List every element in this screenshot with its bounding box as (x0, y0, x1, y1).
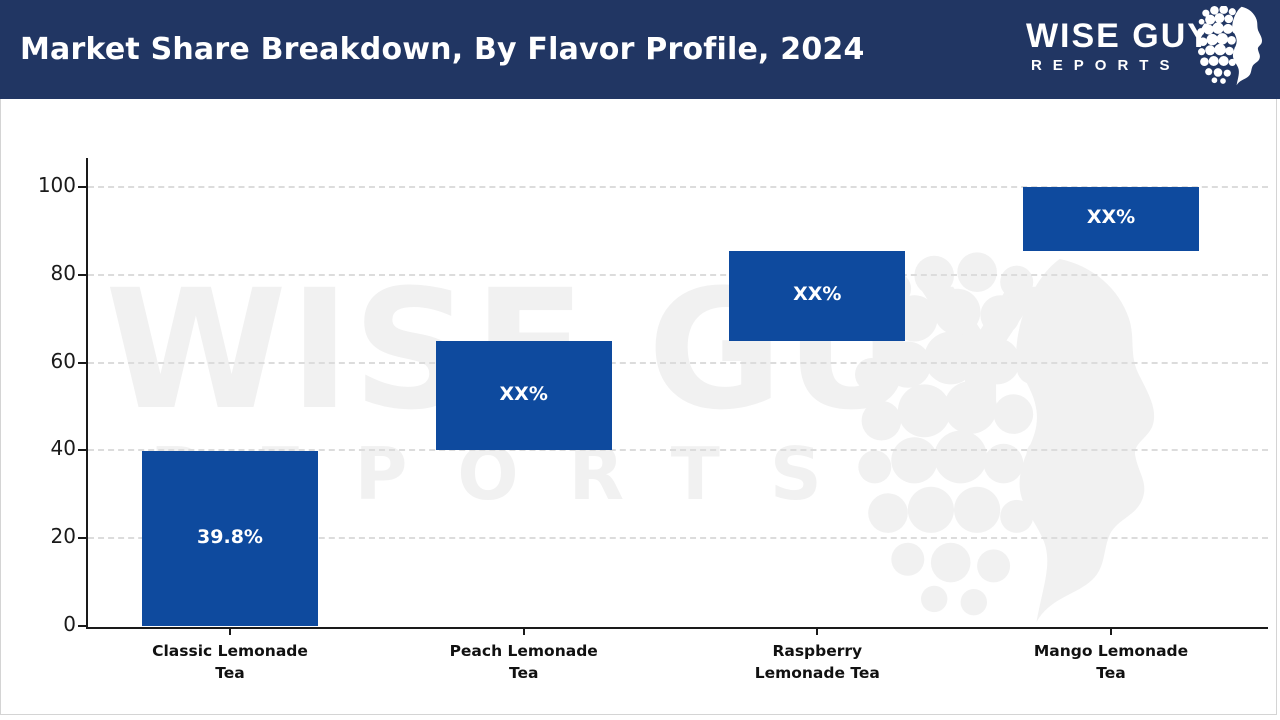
logo-face-icon (1196, 6, 1270, 86)
y-tick-80 (78, 273, 86, 276)
bar-label-raspberry-lemonade-tea: XX% (793, 282, 842, 305)
category-label-classic-lemonade-tea: Classic Lemonade Tea (152, 642, 308, 683)
page-title: Market Share Breakdown, By Flavor Profil… (20, 32, 865, 67)
y-tick-label-40: 40 (50, 436, 76, 461)
category-label-peach-lemonade-tea: Peach Lemonade Tea (449, 642, 598, 683)
y-tick-40 (78, 449, 86, 452)
logo-wordmark: WISE GUY (1025, 17, 1212, 56)
logo-subtitle: REPORTS (1030, 56, 1181, 74)
x-axis-line (86, 627, 1268, 629)
gridline-40 (88, 449, 1268, 452)
header: Market Share Breakdown, By Flavor Profil… (0, 0, 1280, 99)
y-tick-label-0: 0 (63, 612, 76, 636)
x-tick-peach-lemonade-tea (522, 629, 525, 635)
y-tick-100 (78, 186, 86, 188)
gridline-20 (88, 537, 1268, 540)
y-tick-label-80: 80 (50, 260, 76, 285)
x-tick-classic-lemonade-tea (229, 629, 231, 635)
bar-classic-lemonade-tea (142, 451, 318, 626)
y-tick-label-100: 100 (37, 173, 76, 197)
x-tick-mango-lemonade-tea (1110, 629, 1112, 635)
gridline-80 (88, 273, 1268, 276)
y-axis-line (86, 158, 88, 629)
y-tick-label-60: 60 (50, 348, 76, 373)
logo: WISE GUY REPORTS (1026, 6, 1270, 86)
y-tick-0 (78, 625, 86, 627)
logo-text: WISE GUY REPORTS (1025, 17, 1212, 74)
y-tick-label-20: 20 (50, 524, 76, 549)
category-label-mango-lemonade-tea: Mango Lemonade Tea (1033, 642, 1189, 683)
y-tick-60 (78, 361, 86, 364)
bar-label-mango-lemonade-tea: XX% (1086, 205, 1136, 228)
y-tick-20 (78, 537, 86, 540)
gridline-100 (88, 186, 1268, 188)
bar-peach-lemonade-tea (435, 340, 612, 451)
bar-label-classic-lemonade-tea: 39.8% (197, 525, 263, 548)
bar-label-peach-lemonade-tea: XX% (499, 382, 548, 405)
x-tick-raspberry-lemonade-tea (816, 629, 819, 635)
gridline-60 (88, 361, 1268, 364)
bar-raspberry-lemonade-tea (729, 250, 906, 341)
category-label-raspberry-lemonade-tea: Raspberry Lemonade Tea (754, 642, 880, 683)
bar-mango-lemonade-tea (1023, 187, 1199, 251)
